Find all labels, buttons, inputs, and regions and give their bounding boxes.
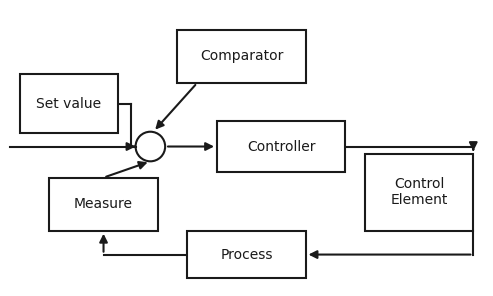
Bar [20,74,118,133]
Bar [177,30,306,83]
Bar [49,178,158,231]
Bar [187,231,306,278]
Bar [217,121,345,172]
Bar [365,154,473,231]
Text: Controller: Controller [247,139,315,154]
Text: Measure: Measure [74,197,133,211]
Text: Comparator: Comparator [200,49,283,63]
Text: Control
Element: Control Element [390,177,448,207]
Text: Set value: Set value [36,96,102,111]
Text: Process: Process [220,247,273,262]
